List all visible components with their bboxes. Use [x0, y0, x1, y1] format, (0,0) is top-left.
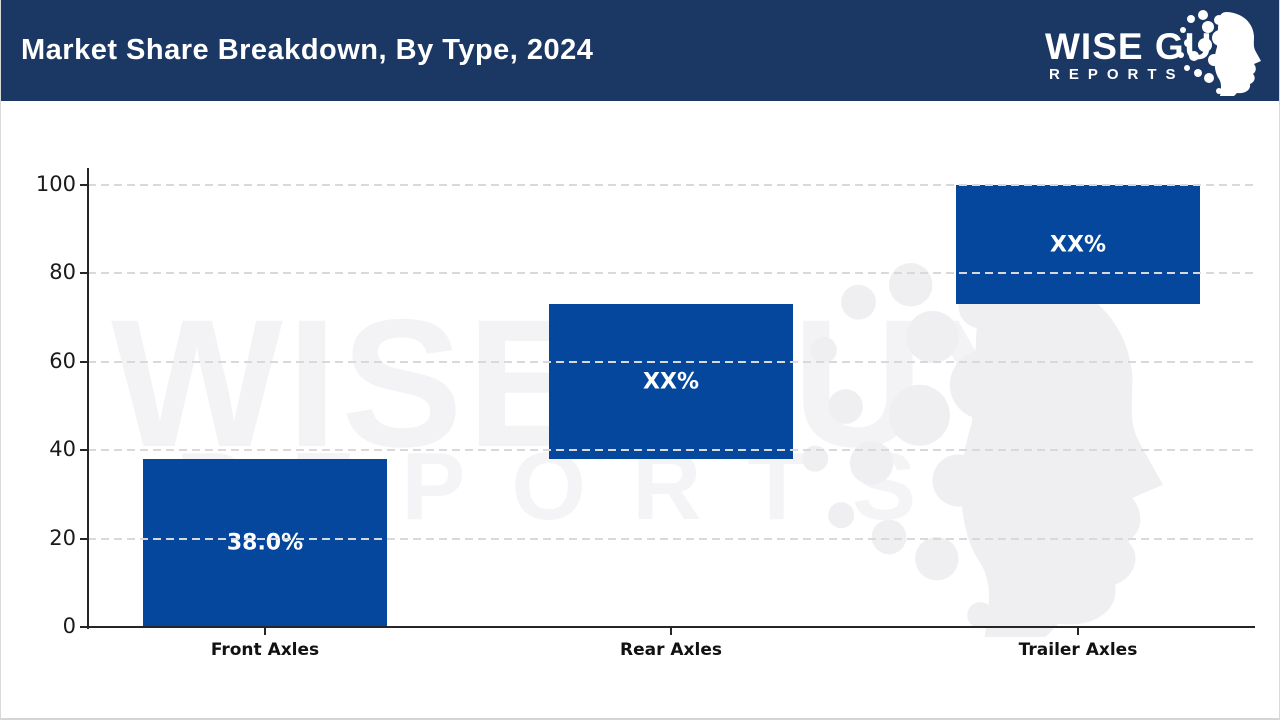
y-axis-tick-label: 60: [49, 348, 76, 373]
x-axis-line: [87, 626, 1255, 628]
y-axis-tick-label: 40: [49, 437, 76, 462]
logo-subtitle: REPORTS: [1049, 66, 1185, 83]
gridline: [88, 184, 1254, 186]
y-axis-tick: [80, 449, 88, 452]
wise-guy-reports-logo: WISE GUY REPORTS: [1011, 8, 1261, 96]
y-axis-tick-label: 100: [35, 172, 76, 196]
y-axis-tick-label: 80: [49, 260, 76, 285]
gridline: [88, 360, 1254, 363]
y-axis-tick: [80, 626, 88, 628]
y-axis-tick: [80, 537, 88, 540]
bar-value-label: XX%: [643, 369, 699, 395]
gridline: [88, 272, 1254, 275]
bar-front-axles: [143, 459, 387, 627]
chart-title: Market Share Breakdown, By Type, 2024: [21, 34, 594, 66]
gridline: [88, 537, 1254, 540]
bar-rear-axles: [549, 304, 793, 460]
bar-trailer-axles: [956, 185, 1200, 305]
y-axis-line: [87, 168, 89, 629]
y-axis-tick-label: 20: [49, 525, 76, 550]
x-axis-category-label: Rear Axles: [620, 640, 722, 660]
bar-value-label: XX%: [1050, 232, 1106, 258]
watermark-head-profile: [802, 263, 1163, 637]
header-band: Market Share Breakdown, By Type, 2024 WI…: [1, 0, 1279, 101]
x-axis-tick: [1077, 628, 1079, 635]
y-axis-tick-label: 0: [62, 614, 76, 638]
gridline: [88, 449, 1254, 452]
y-axis-tick: [80, 184, 88, 186]
head-profile-icon: [1178, 10, 1261, 96]
x-axis-category-label: Front Axles: [210, 640, 320, 660]
bar-value-label: 38.0%: [226, 530, 304, 556]
x-axis-tick: [264, 628, 266, 635]
y-axis-tick: [80, 360, 88, 363]
y-axis-tick: [80, 272, 88, 275]
x-axis-tick: [670, 628, 672, 635]
x-axis-category-label: Trailer Axles: [1018, 640, 1138, 660]
